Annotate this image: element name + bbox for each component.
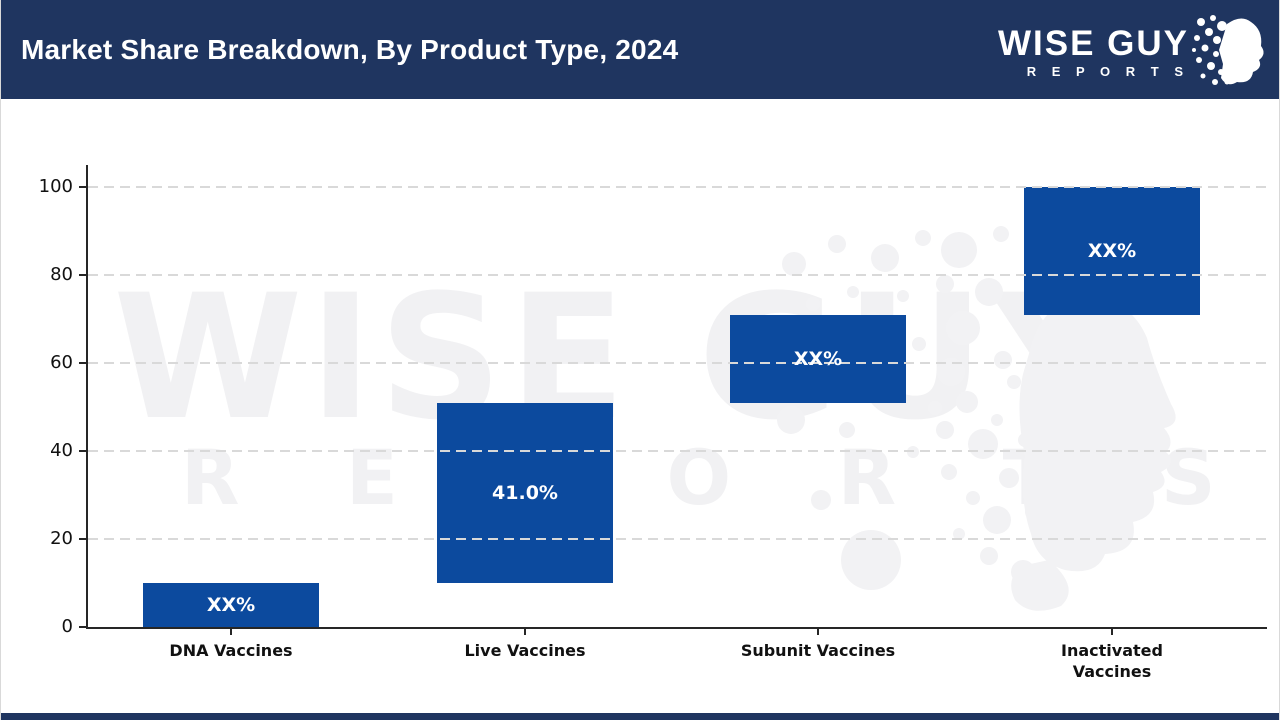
y-tick-mark-100 xyxy=(79,186,86,188)
bar-subunit-vaccines xyxy=(730,314,906,403)
bar-value-label: 41.0% xyxy=(492,481,558,504)
bar-inactivated-vaccines xyxy=(1024,187,1200,315)
x-tick-mark-1 xyxy=(524,629,526,635)
gridline-40 xyxy=(88,450,1267,452)
logo-face-icon xyxy=(1192,15,1264,85)
x-category-label: Live Vaccines xyxy=(464,641,586,660)
y-tick-mark-60 xyxy=(79,362,86,364)
logo-text: WISE GUY R E P O R T S xyxy=(998,26,1189,80)
y-tick-mark-0 xyxy=(79,626,86,628)
y-tick-label-80: 80 xyxy=(50,264,73,285)
x-category-label: Subunit Vaccines xyxy=(740,641,896,660)
gridline-100 xyxy=(88,186,1267,188)
gridline-60 xyxy=(88,362,1267,364)
y-tick-label-0: 0 xyxy=(61,616,73,637)
y-tick-mark-40 xyxy=(79,450,86,452)
bar-value-label: XX% xyxy=(206,594,256,616)
y-tick-mark-20 xyxy=(79,538,86,540)
x-category-label: Inactivated Vaccines xyxy=(1061,641,1163,681)
y-tick-label-20: 20 xyxy=(50,528,73,549)
y-tick-label-40: 40 xyxy=(50,440,73,461)
y-tick-label-100: 100 xyxy=(38,176,73,197)
header-bar: Market Share Breakdown, By Product Type,… xyxy=(1,0,1279,99)
footer-accent-strip xyxy=(1,713,1279,720)
logo-subtitle: R E P O R T S xyxy=(1026,64,1189,79)
gridline-20 xyxy=(88,538,1267,540)
y-axis-line xyxy=(86,165,88,629)
gridline-80 xyxy=(88,274,1267,276)
page-title: Market Share Breakdown, By Product Type,… xyxy=(21,33,679,65)
x-axis-line xyxy=(86,627,1267,629)
y-tick-mark-80 xyxy=(79,274,86,276)
bar-dna-vaccines xyxy=(143,583,319,627)
x-tick-mark-0 xyxy=(230,629,232,635)
wise-guy-reports-logo: WISE GUY R E P O R T S xyxy=(998,10,1267,90)
bar-live-vaccines xyxy=(437,402,613,583)
x-tick-mark-2 xyxy=(817,629,819,635)
x-category-label: DNA Vaccines xyxy=(169,641,293,660)
x-tick-mark-3 xyxy=(1111,629,1113,635)
logo-wordmark: WISE GUY xyxy=(997,24,1189,63)
bar-value-label: XX% xyxy=(1087,239,1137,262)
bar-value-label: XX% xyxy=(793,347,843,370)
y-tick-label-60: 60 xyxy=(50,352,73,373)
watermark-wordmark: WISE GUY xyxy=(113,257,1122,458)
